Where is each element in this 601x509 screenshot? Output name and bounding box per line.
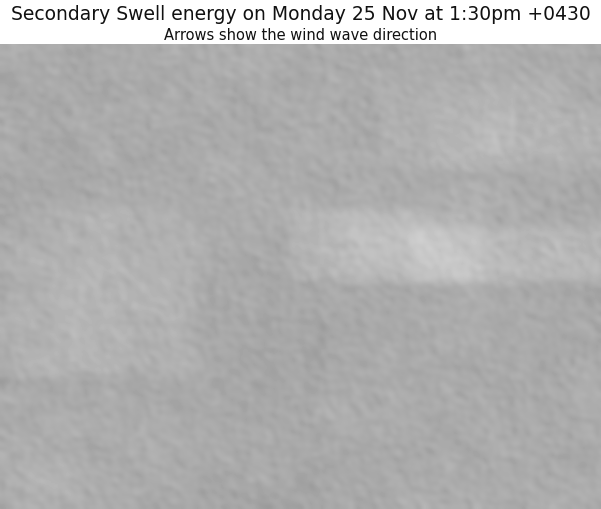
Text: Secondary Swell energy on Monday 25 Nov at 1:30pm +0430: Secondary Swell energy on Monday 25 Nov …	[11, 5, 590, 24]
Text: Arrows show the wind wave direction: Arrows show the wind wave direction	[164, 27, 437, 42]
